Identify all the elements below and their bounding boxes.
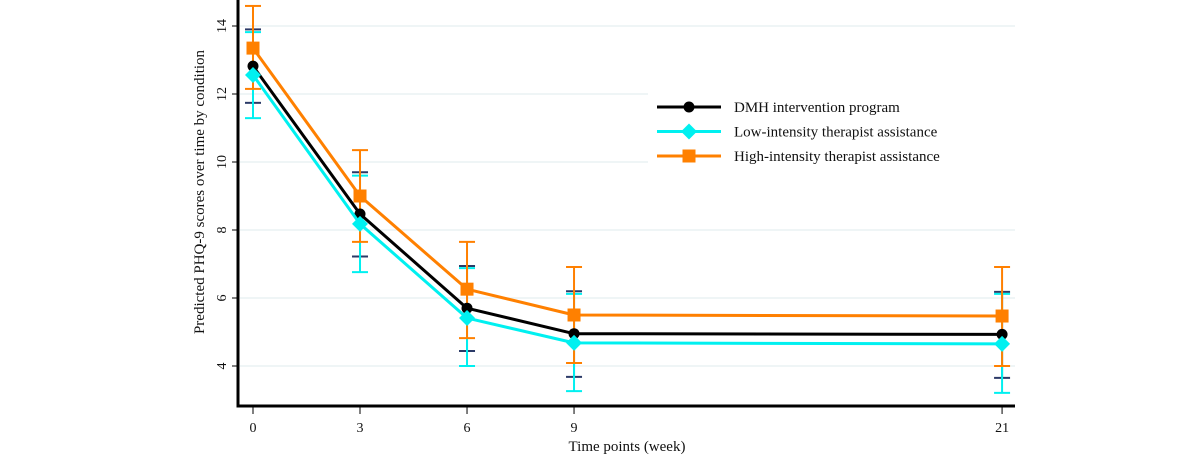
- legend-marker-dmh-intervention-program: [683, 101, 695, 113]
- y-tick-label: 4: [215, 363, 230, 370]
- legend-marker-low-intensity-therapist-assistance: [681, 123, 697, 140]
- x-tick-label: 3: [357, 421, 364, 436]
- series-line-high-intensity-therapist-assistance: [251, 47, 1003, 318]
- y-axis: 4 6 8 10 12 14: [215, 0, 240, 408]
- legend-label-dmh-intervention-program: DMH intervention program: [734, 100, 900, 116]
- x-tick-label: 21: [995, 421, 1009, 436]
- data-point-dmh-intervention-program: [568, 328, 580, 340]
- data-point-dmh-intervention-program: [996, 328, 1008, 340]
- data-point-dmh-intervention-program: [354, 208, 366, 220]
- legend-label-low-intensity-therapist-assistance: Low-intensity therapist assistance: [734, 125, 938, 141]
- confidence-intervals: [245, 4, 1011, 394]
- y-tick-label: 8: [215, 227, 230, 234]
- data-point-low-intensity-therapist-assistance: [352, 215, 369, 232]
- x-axis-title: Time points (week): [569, 439, 686, 455]
- x-tick-label: 0: [250, 421, 257, 436]
- data-point-high-intensity-therapist-assistance: [995, 309, 1009, 323]
- data-point-dmh-intervention-program: [461, 302, 473, 314]
- y-tick-label: 10: [215, 155, 230, 169]
- legend-marker-high-intensity-therapist-assistance: [682, 149, 696, 163]
- y-axis-title: Predicted PHQ-9 scores over time by cond…: [192, 49, 208, 334]
- x-tick-label: 6: [464, 421, 471, 436]
- data-point-low-intensity-therapist-assistance: [245, 66, 261, 83]
- legend: DMH intervention program Low-intensity th…: [648, 93, 1018, 173]
- data-point-high-intensity-therapist-assistance: [246, 41, 260, 55]
- y-tick-label: 12: [215, 87, 230, 101]
- y-tick-label: 14: [215, 19, 230, 33]
- y-tick-label: 6: [215, 295, 230, 302]
- data-point-dmh-intervention-program: [247, 60, 259, 72]
- data-point-high-intensity-therapist-assistance: [460, 282, 474, 296]
- data-point-low-intensity-therapist-assistance: [994, 335, 1011, 352]
- series-lines: [245, 41, 1011, 352]
- x-tick-label: 9: [571, 421, 578, 436]
- data-point-high-intensity-therapist-assistance: [567, 308, 581, 322]
- data-point-low-intensity-therapist-assistance: [566, 334, 583, 351]
- data-point-low-intensity-therapist-assistance: [459, 310, 476, 327]
- legend-label-high-intensity-therapist-assistance: High-intensity therapist assistance: [734, 149, 940, 165]
- x-axis: 0 3 6 9 21: [236, 404, 1015, 436]
- data-point-high-intensity-therapist-assistance: [353, 189, 367, 203]
